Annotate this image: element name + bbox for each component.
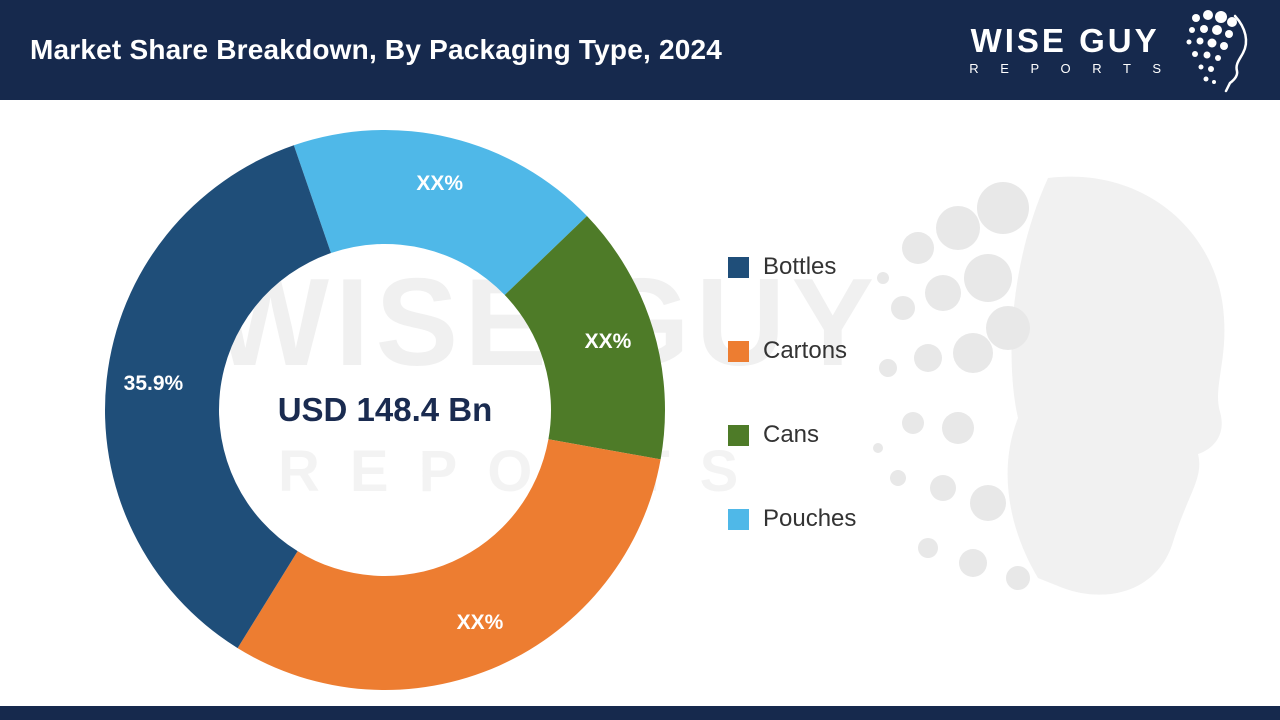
logo-wordmark-line2: R E P O R T S [969, 60, 1170, 76]
legend-label-cans: Cans [763, 421, 820, 448]
watermark-head-graphic [873, 176, 1225, 595]
donut-center-value: USD 148.4 Bn [277, 391, 493, 428]
legend: Bottles Cartons Cans Pouches [728, 253, 856, 533]
legend-swatch-cartons [728, 340, 749, 362]
segment-label-cans: XX% [584, 330, 632, 354]
page-title: Market Share Breakdown, By Packaging Typ… [30, 34, 723, 65]
logo-wordmark-line1: WISE GUY [970, 22, 1160, 60]
segment-label-bottles: 35.9% [123, 372, 184, 396]
donut-segment-pouches [293, 129, 587, 296]
segment-label-cartons: XX% [456, 610, 504, 634]
donut-segment-cans [504, 216, 666, 460]
legend-item-pouches: Pouches [728, 505, 856, 533]
legend-item-cans: Cans [728, 421, 856, 449]
donut-svg [104, 129, 666, 690]
legend-label-cartons: Cartons [763, 337, 848, 364]
logo-head-dots-icon [1186, 9, 1248, 92]
logo-wordmark: WISE GUY R E P O R T S [960, 24, 1170, 76]
legend-item-cartons: Cartons [728, 337, 856, 365]
legend-swatch-pouches [728, 508, 749, 530]
legend-label-bottles: Bottles [763, 253, 837, 280]
footer-bar [0, 706, 1280, 720]
legend-swatch-bottles [728, 256, 749, 278]
logo: WISE GUY R E P O R T S [960, 8, 1250, 93]
donut-chart: XX% XX% XX% 35.9% USD 148.4 Bn [95, 120, 675, 700]
legend-label-pouches: Pouches [763, 505, 857, 532]
segment-label-pouches: XX% [416, 171, 464, 195]
header-bar: Market Share Breakdown, By Packaging Typ… [0, 0, 1280, 100]
donut-segment-bottles [104, 145, 331, 649]
donut-segment-cartons [237, 439, 661, 690]
legend-item-bottles: Bottles [728, 253, 856, 281]
legend-swatch-cans [728, 424, 749, 446]
